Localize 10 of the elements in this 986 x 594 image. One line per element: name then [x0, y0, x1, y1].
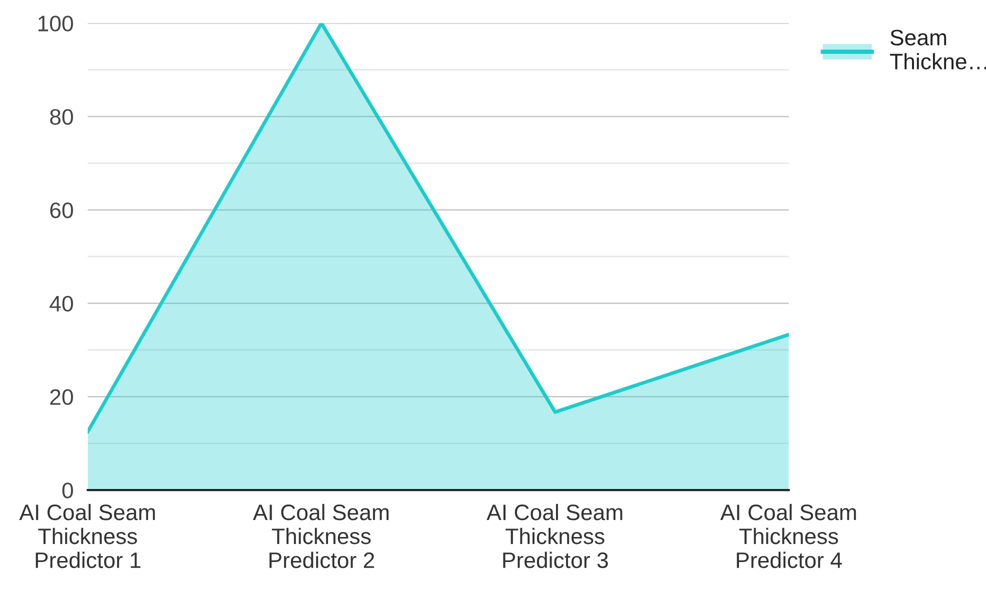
y-tick-label: 60: [50, 202, 73, 218]
x-tick-label: AI Coal Seam Thickness Predictor 3: [486, 504, 622, 568]
x-tick-label: AI Coal Seam Thickness Predictor 4: [720, 504, 856, 568]
y-tick-label: 40: [50, 296, 73, 312]
y-tick-label: 80: [50, 109, 73, 125]
x-tick-label: AI Coal Seam Thickness Predictor 2: [252, 504, 389, 568]
x-tick-label: AI Coal Seam Thickness Predictor 1: [19, 504, 155, 568]
y-tick-label: 20: [50, 389, 73, 405]
y-tick-label: 100: [38, 16, 73, 32]
y-tick-label: 0: [62, 482, 73, 498]
